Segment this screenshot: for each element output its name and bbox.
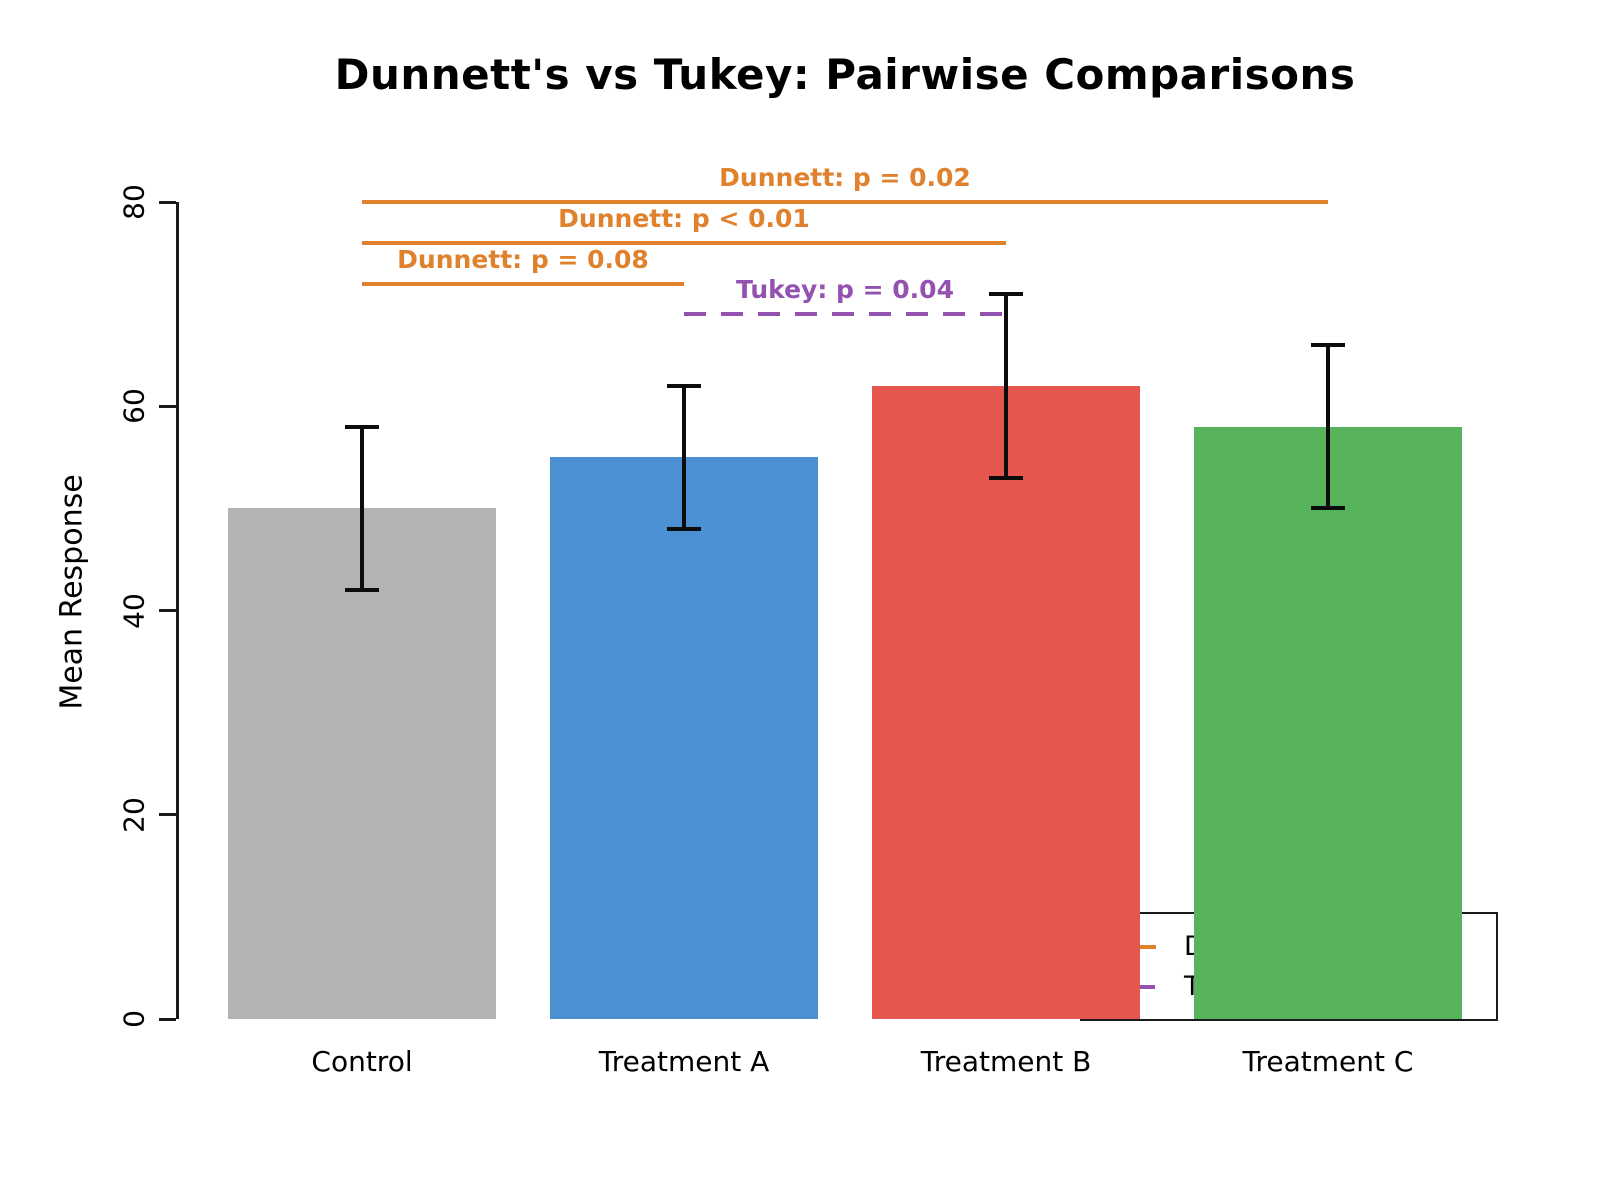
error-bar-line [360,426,364,591]
bar-treatment-a [550,457,818,1019]
significance-line [362,240,1006,245]
y-tick-label: 40 [117,592,151,629]
significance-label: Dunnett: p = 0.02 [719,163,971,192]
x-tick-label: Treatment C [1242,1045,1414,1078]
significance-line [362,200,1328,204]
significance-label: Tukey: p = 0.04 [736,275,954,305]
error-bar-cap [989,475,1023,480]
significance-label: Dunnett: p < 0.01 [558,203,810,233]
error-bar-cap [345,588,379,593]
error-bar-line [682,385,686,529]
y-tick-label: 20 [117,796,151,833]
significance-label: Dunnett: p = 0.08 [397,244,649,274]
error-bar-cap [667,526,701,531]
x-tick-label: Control [311,1045,413,1078]
y-axis-line [176,202,179,1019]
error-bar-line [1326,344,1330,509]
significance-line [362,281,684,286]
x-tick-label: Treatment B [920,1045,1092,1078]
y-tick-label: 60 [117,388,151,425]
y-tick [159,1017,176,1021]
x-tick-label: Treatment A [598,1045,770,1078]
y-tick-label: 80 [117,184,151,220]
error-bar-cap [1311,342,1345,347]
error-bar-cap [667,383,701,388]
bar-treatment-b [872,385,1140,1019]
error-bar-line [1004,293,1008,478]
y-tick [159,609,176,612]
significance-line [684,312,1006,317]
y-tick [159,200,176,204]
chart-title: Dunnett's vs Tukey: Pairwise Comparisons [334,50,1356,99]
error-bar-cap [1311,506,1345,511]
y-tick-label: 0 [117,1010,151,1028]
error-bar-cap [345,424,379,429]
error-bar-cap [989,291,1023,296]
y-tick [159,404,176,408]
bar-control [228,508,496,1019]
y-tick [159,813,176,817]
bar-treatment-c [1194,426,1462,1019]
